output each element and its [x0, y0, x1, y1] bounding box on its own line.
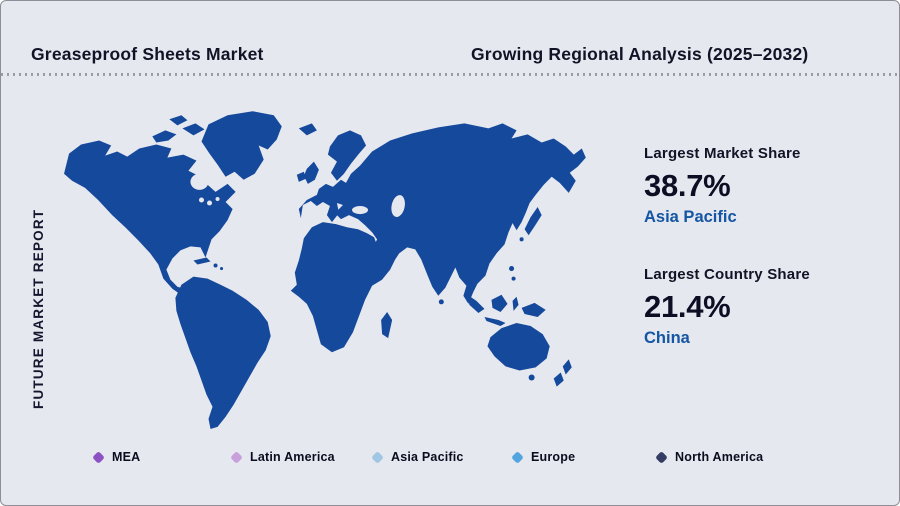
asia-pacific-color-dot	[371, 450, 384, 464]
world-map-svg	[64, 111, 586, 429]
header-divider	[1, 73, 899, 76]
stat-value: 21.4%	[644, 289, 731, 324]
legend-label: North America	[675, 450, 764, 464]
legend-item-mea: MEA	[92, 447, 141, 467]
europe-color-dot	[511, 450, 524, 464]
stat-region: Asia Pacific	[644, 208, 737, 226]
stat-largest-market-share: Largest Market Share 38.7% Asia Pacific	[644, 145, 894, 227]
legend-item-north-america: North America	[655, 447, 764, 467]
legend-item-europe: Europe	[511, 447, 576, 467]
stat-region: China	[644, 329, 690, 347]
stat-label: Largest Country Share	[644, 266, 810, 283]
region-legend: MEA Latin America Asia Pacific Europe No…	[1, 447, 899, 469]
legend-item-latin-america: Latin America	[230, 447, 335, 467]
stat-value: 38.7%	[644, 168, 731, 203]
north-america-color-dot	[655, 450, 668, 464]
brand-vertical-text: FUTURE MARKET REPORT	[31, 208, 46, 409]
mea-color-dot	[92, 450, 105, 464]
stat-largest-country-share: Largest Country Share 21.4% China	[644, 266, 894, 348]
legend-label: MEA	[112, 450, 141, 464]
inland-seas	[190, 173, 405, 217]
legend-label: Europe	[531, 450, 576, 464]
landmasses	[64, 111, 586, 429]
legend-item-asia-pacific: Asia Pacific	[371, 447, 464, 467]
legend-label: Asia Pacific	[391, 450, 464, 464]
latin-america-color-dot	[230, 450, 243, 464]
legend-label: Latin America	[250, 450, 335, 464]
stat-label: Largest Market Share	[644, 145, 801, 162]
page-subtitle: Growing Regional Analysis (2025–2032)	[471, 44, 809, 64]
page-title: Greaseproof Sheets Market	[31, 44, 264, 64]
world-map	[59, 87, 641, 435]
